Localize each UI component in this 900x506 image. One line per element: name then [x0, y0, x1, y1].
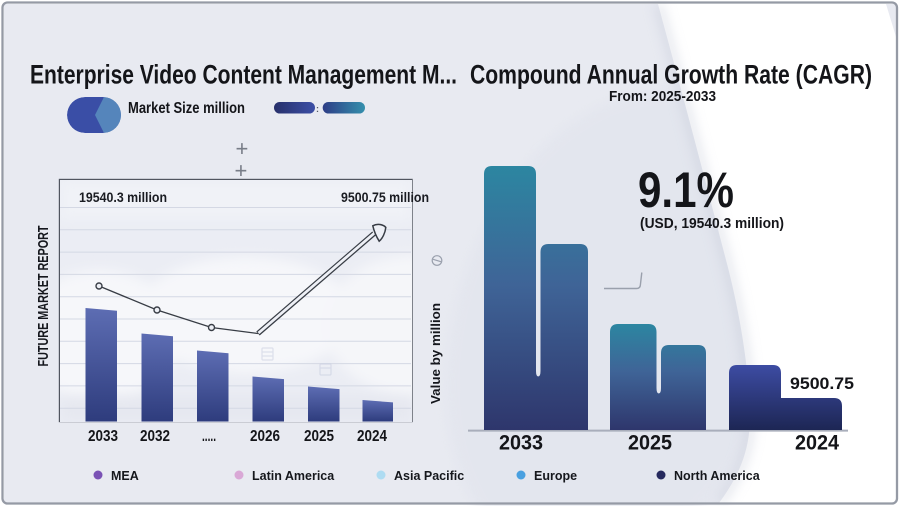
svg-text:Latin America: Latin America: [252, 469, 335, 483]
svg-text::: :: [316, 104, 319, 114]
svg-text:2024: 2024: [357, 428, 387, 445]
svg-text:Value by million: Value by million: [428, 303, 443, 404]
svg-text:+: +: [235, 158, 248, 183]
svg-text:North America: North America: [674, 469, 761, 483]
svg-text:.....: .....: [202, 428, 216, 445]
svg-text:(USD, 19540.3 million): (USD, 19540.3 million): [640, 215, 784, 232]
svg-text:From: 2025-2033: From: 2025-2033: [609, 88, 716, 105]
svg-text:FUTURE MARKET REPORT: FUTURE MARKET REPORT: [36, 225, 52, 366]
svg-text:Europe: Europe: [534, 469, 577, 483]
svg-text:Enterprise Video Content Manag: Enterprise Video Content Management M...: [30, 60, 457, 90]
svg-text:9500.75: 9500.75: [790, 374, 854, 393]
svg-text:2025: 2025: [628, 432, 672, 455]
svg-text:Market Size million: Market Size million: [128, 100, 245, 117]
svg-text:2026: 2026: [250, 428, 280, 445]
svg-text:2033: 2033: [88, 428, 118, 445]
svg-text:Compound Annual Growth Rate (C: Compound Annual Growth Rate (CAGR): [470, 60, 872, 90]
svg-text:2025: 2025: [304, 428, 334, 445]
svg-text:2033: 2033: [499, 432, 543, 455]
svg-text:Asia Pacific: Asia Pacific: [394, 469, 464, 483]
svg-text:2032: 2032: [140, 428, 170, 445]
svg-text:19540.3 million: 19540.3 million: [79, 189, 167, 205]
svg-text:2024: 2024: [795, 432, 839, 455]
svg-text:9.1%: 9.1%: [638, 162, 734, 218]
svg-text:9500.75 million: 9500.75 million: [341, 189, 429, 205]
svg-text:+: +: [236, 136, 249, 161]
svg-text:MEA: MEA: [111, 469, 139, 483]
